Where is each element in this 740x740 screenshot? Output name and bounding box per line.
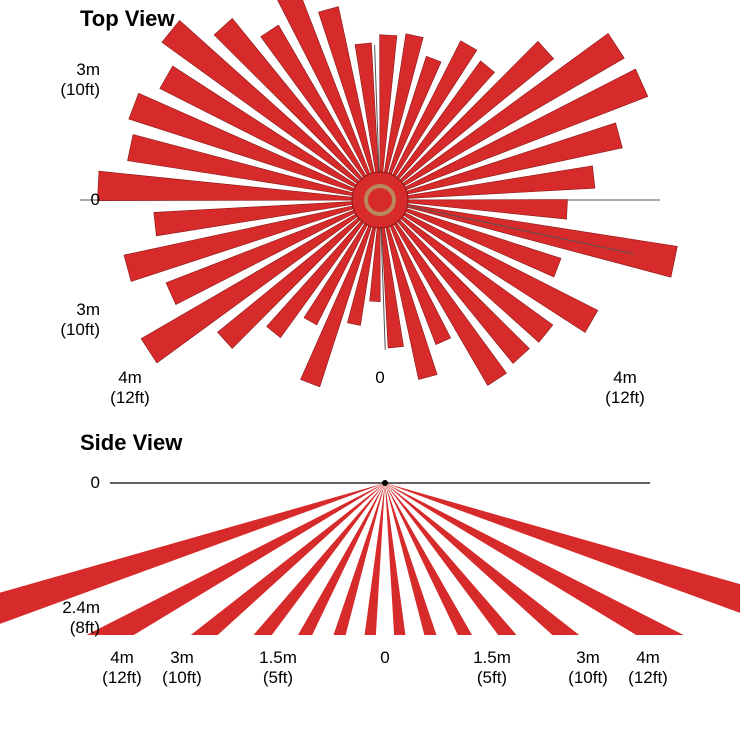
top-y-tick: 3m(10ft) — [40, 300, 100, 339]
page: Top View Side View 3m(10ft)03m(10ft)4m(1… — [0, 0, 740, 740]
side-x-tick: 3m(10ft) — [150, 648, 214, 687]
side-y-tick: 0 — [40, 473, 100, 493]
side-x-tick: 4m(12ft) — [90, 648, 154, 687]
top-y-tick: 0 — [40, 190, 100, 210]
side-view-title: Side View — [80, 430, 182, 456]
side-x-tick: 3m(10ft) — [556, 648, 620, 687]
side-x-tick: 1.5m(5ft) — [460, 648, 524, 687]
side-x-tick: 0 — [353, 648, 417, 668]
top-x-tick: 4m(12ft) — [95, 368, 165, 407]
top-view-title: Top View — [80, 6, 175, 32]
side-y-tick: 2.4m(8ft) — [40, 598, 100, 637]
top-x-tick: 4m(12ft) — [590, 368, 660, 407]
top-x-tick: 0 — [345, 368, 415, 388]
top-y-tick: 3m(10ft) — [40, 60, 100, 99]
side-x-tick: 4m(12ft) — [616, 648, 680, 687]
side-x-tick: 1.5m(5ft) — [246, 648, 310, 687]
